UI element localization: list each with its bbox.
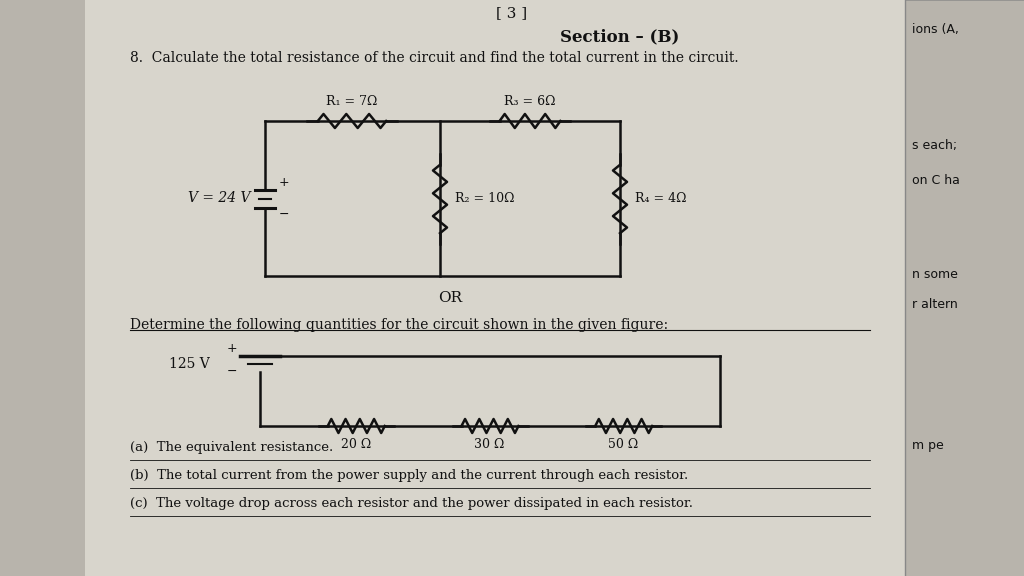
Text: +: + (279, 176, 290, 189)
Text: m pe: m pe (912, 438, 944, 452)
Text: +: + (226, 342, 238, 354)
Text: (a)  The equivalent resistance.: (a) The equivalent resistance. (130, 441, 333, 454)
Text: 125 V: 125 V (169, 357, 210, 371)
Text: r altern: r altern (912, 298, 957, 312)
Text: 30 Ω: 30 Ω (474, 438, 505, 451)
Text: 50 Ω: 50 Ω (608, 438, 638, 451)
Text: (b)  The total current from the power supply and the current through each resist: (b) The total current from the power sup… (130, 469, 688, 483)
Text: [ 3 ]: [ 3 ] (497, 6, 527, 20)
Text: R₁ = 7Ω: R₁ = 7Ω (327, 95, 378, 108)
FancyBboxPatch shape (85, 0, 905, 576)
Text: Section – (B): Section – (B) (560, 28, 680, 45)
Text: n some: n some (912, 268, 957, 282)
Text: on C ha: on C ha (912, 173, 959, 187)
Text: R₄ = 4Ω: R₄ = 4Ω (635, 192, 686, 206)
Text: OR: OR (438, 291, 462, 305)
Text: 8.  Calculate the total resistance of the circuit and find the total current in : 8. Calculate the total resistance of the… (130, 51, 738, 65)
Text: V = 24 V: V = 24 V (187, 191, 250, 206)
Text: (c)  The voltage drop across each resistor and the power dissipated in each resi: (c) The voltage drop across each resisto… (130, 498, 693, 510)
Text: Determine the following quantities for the circuit shown in the given figure:: Determine the following quantities for t… (130, 318, 668, 332)
Text: s each;: s each; (912, 138, 957, 151)
Text: −: − (226, 365, 238, 377)
Text: ions (A,: ions (A, (912, 24, 958, 36)
Text: R₃ = 6Ω: R₃ = 6Ω (504, 95, 556, 108)
Text: 20 Ω: 20 Ω (341, 438, 371, 451)
Text: −: − (279, 208, 290, 221)
Text: R₂ = 10Ω: R₂ = 10Ω (455, 192, 514, 206)
